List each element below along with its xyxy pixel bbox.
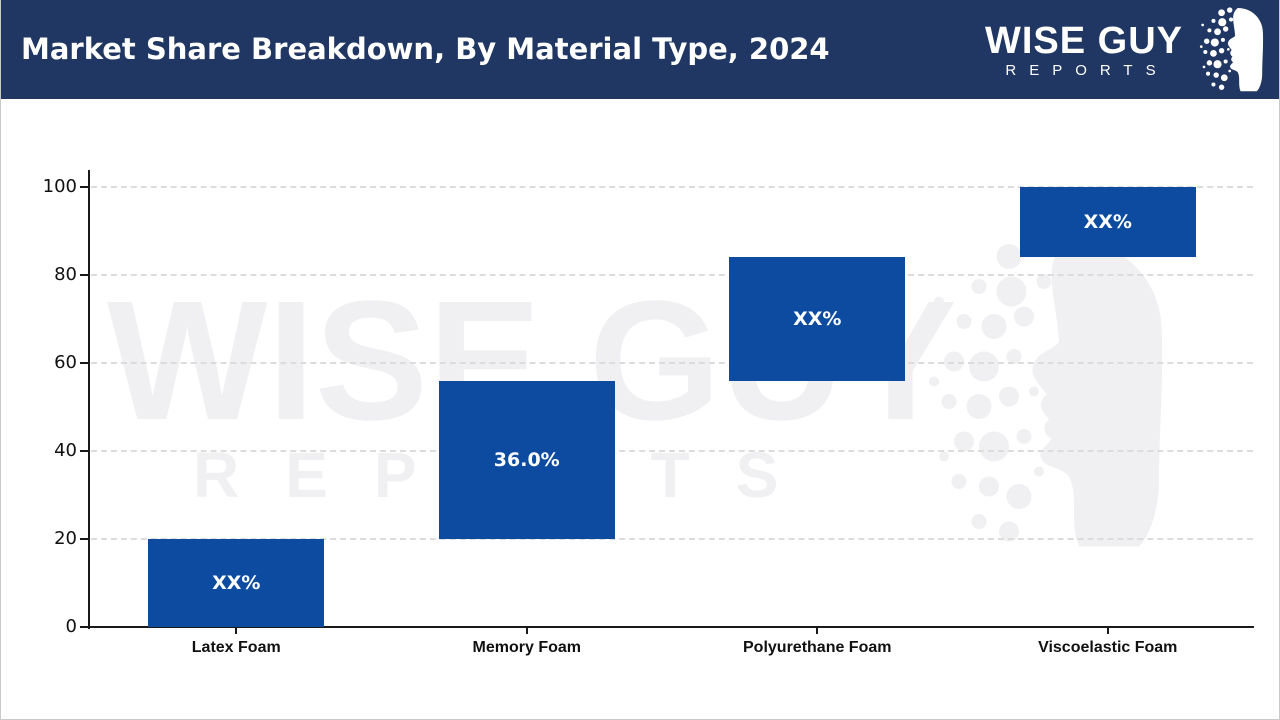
gridline-40 [91, 450, 1253, 452]
y-axis-tick-label: 80 [54, 264, 77, 285]
page-title: Market Share Breakdown, By Material Type… [21, 31, 830, 66]
y-axis-tick-label: 100 [42, 176, 77, 197]
x-axis-category-label: Viscoelastic Foam [1038, 639, 1178, 656]
gridline-60 [91, 362, 1253, 364]
y-axis-tick-mark [80, 186, 89, 188]
y-axis-tick-label: 20 [54, 528, 77, 549]
gridline-100 [91, 186, 1253, 188]
bar-polyurethane-foam: XX% [729, 257, 906, 381]
y-axis-tick-label: 0 [65, 616, 77, 637]
x-axis-category-label: Memory Foam [472, 639, 581, 656]
x-axis-tick-mark [1106, 628, 1109, 634]
gridline-80 [91, 274, 1253, 276]
bar-latex-foam: XX% [148, 539, 325, 627]
y-axis-tick-mark [80, 362, 89, 364]
x-axis-category-label: Polyurethane Foam [743, 639, 892, 656]
y-axis-tick-mark [80, 274, 89, 276]
x-axis-tick-mark [816, 628, 819, 634]
y-axis-tick-label: 60 [54, 352, 77, 373]
bar-value-label: 36.0% [493, 448, 560, 471]
bar-value-label: XX% [1083, 211, 1132, 234]
y-axis-tick-mark [80, 538, 89, 540]
x-axis-tick-mark [525, 628, 528, 634]
x-axis-tick-mark [235, 628, 238, 634]
bar-value-label: XX% [793, 307, 842, 330]
y-axis-tick-mark [80, 450, 89, 452]
brand-subtitle: REPORTS [1005, 61, 1169, 79]
gridline-20 [91, 538, 1253, 540]
bar-viscoelastic-foam: XX% [1019, 187, 1196, 258]
brand-logo: WISE GUY REPORTS [985, 6, 1271, 94]
y-axis-tick-mark [80, 626, 89, 628]
x-axis-category-label: Latex Foam [191, 639, 281, 656]
brand-logo-text: WISE GUY REPORTS [985, 22, 1183, 78]
y-axis-line [88, 170, 90, 629]
brand-name: WISE GUY [984, 19, 1183, 62]
x-axis-line [88, 626, 1254, 628]
bar-value-label: XX% [212, 572, 261, 594]
header-bar: Market Share Breakdown, By Material Type… [1, 0, 1279, 99]
y-axis-tick-label: 40 [54, 440, 77, 461]
brand-face-icon [1199, 6, 1264, 91]
bar-memory-foam: 36.0% [438, 380, 615, 539]
